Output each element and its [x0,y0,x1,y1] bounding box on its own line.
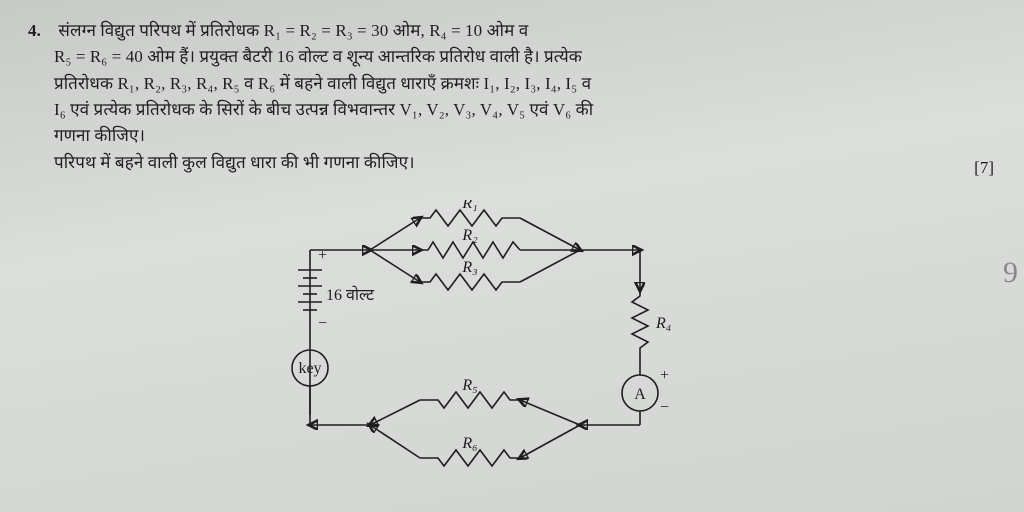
text-line: R₅ = R₆ = 40 ओम हैं। प्रयुक्त बैटरी 16 व… [28,44,996,70]
key-label: key [298,360,321,377]
minus-label: − [318,315,327,332]
r2-label: R₂ [461,227,478,244]
voltage-label: 16 वोल्ट [326,285,375,304]
question-number: 4. [28,18,54,44]
plus-label: + [660,367,669,384]
r6-label: R₆ [461,435,477,452]
r1-label: R₁ [461,200,477,212]
question-line-1: 4. संलग्न विद्युत परिपथ में प्रतिरोधक R₁… [28,18,996,44]
text-line: गणना कीजिए। [28,123,996,149]
text-line: संलग्न विद्युत परिपथ में प्रतिरोधक R₁ = … [58,21,528,40]
r5-label: R₅ [461,377,477,394]
page-side-number: 9 [1003,256,1018,290]
circuit-diagram: + − 16 वोल्ट key R₁ R₂ R₃ R₄ A + − R₅ R₆ [270,200,710,500]
r4-label: R₄ [655,315,671,332]
text-line: प्रतिरोधक R₁, R₂, R₃, R₄, R₅ व R₆ में बह… [28,71,996,97]
minus-label: − [660,399,669,416]
marks-label: [7] [974,158,994,178]
ammeter-label: A [634,386,646,403]
text-line: परिपथ में बहने वाली कुल विद्युत धारा की … [28,150,996,176]
text-line: I₆ एवं प्रत्येक प्रतिरोधक के सिरों के बी… [28,97,996,123]
r3-label: R₃ [461,259,477,276]
